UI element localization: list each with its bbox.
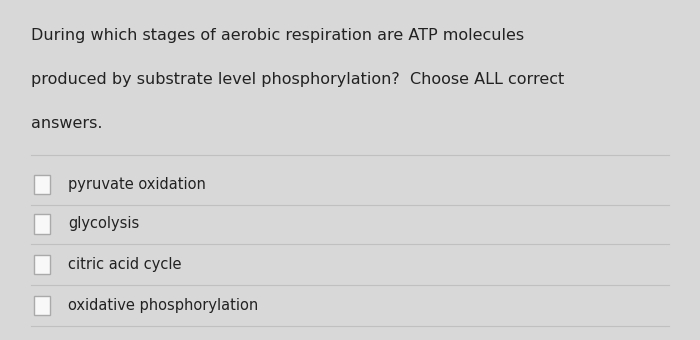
Text: produced by substrate level phosphorylation?  Choose ALL correct: produced by substrate level phosphorylat… xyxy=(31,72,564,87)
Text: oxidative phosphorylation: oxidative phosphorylation xyxy=(68,298,258,313)
Text: glycolysis: glycolysis xyxy=(68,216,139,231)
FancyBboxPatch shape xyxy=(34,175,50,194)
FancyBboxPatch shape xyxy=(34,296,50,315)
FancyBboxPatch shape xyxy=(34,214,50,234)
Text: During which stages of aerobic respiration are ATP molecules: During which stages of aerobic respirati… xyxy=(31,28,524,43)
FancyBboxPatch shape xyxy=(34,255,50,274)
Text: answers.: answers. xyxy=(31,116,102,131)
Text: citric acid cycle: citric acid cycle xyxy=(68,257,181,272)
Text: pyruvate oxidation: pyruvate oxidation xyxy=(68,177,206,192)
